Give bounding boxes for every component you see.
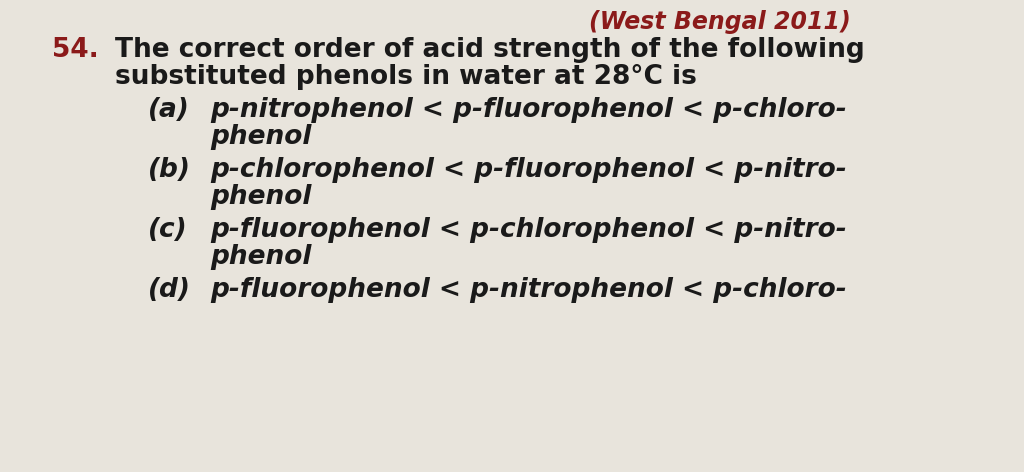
Text: phenol: phenol	[210, 184, 311, 210]
Text: p-fluorophenol < p-nitrophenol < p-chloro-: p-fluorophenol < p-nitrophenol < p-chlor…	[210, 277, 847, 303]
Text: (b): (b)	[148, 157, 190, 183]
Text: phenol: phenol	[210, 244, 311, 270]
Text: substituted phenols in water at 28°C is: substituted phenols in water at 28°C is	[115, 64, 697, 90]
Text: p-fluorophenol < p-chlorophenol < p-nitro-: p-fluorophenol < p-chlorophenol < p-nitr…	[210, 217, 847, 243]
Text: (West Bengal 2011): (West Bengal 2011)	[589, 10, 851, 34]
Text: (a): (a)	[148, 97, 189, 123]
Text: p-chlorophenol < p-fluorophenol < p-nitro-: p-chlorophenol < p-fluorophenol < p-nitr…	[210, 157, 847, 183]
Text: p-nitrophenol < p-fluorophenol < p-chloro-: p-nitrophenol < p-fluorophenol < p-chlor…	[210, 97, 847, 123]
Text: (d): (d)	[148, 277, 190, 303]
Text: (c): (c)	[148, 217, 187, 243]
Text: 54.: 54.	[52, 37, 98, 63]
Text: The correct order of acid strength of the following: The correct order of acid strength of th…	[115, 37, 864, 63]
Text: phenol: phenol	[210, 124, 311, 150]
